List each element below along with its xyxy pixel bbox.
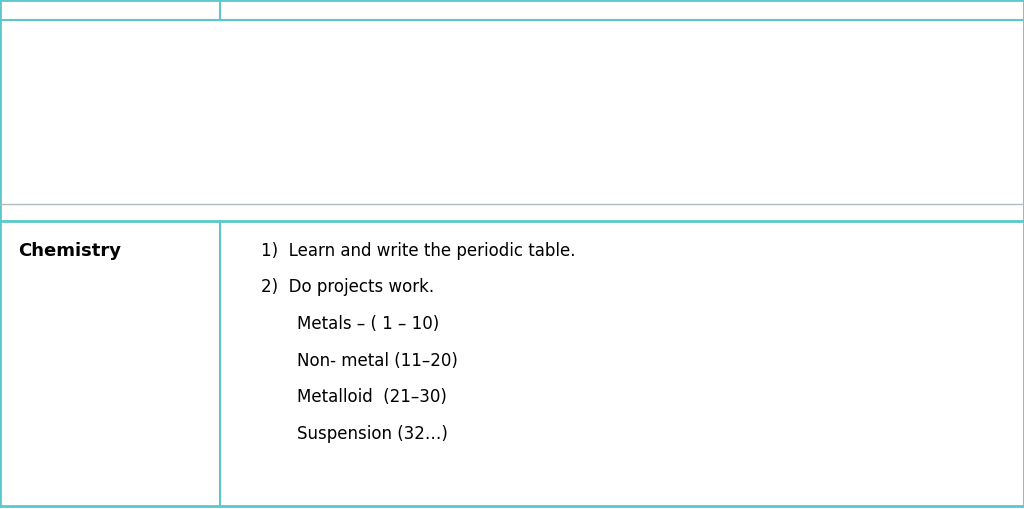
Text: Non‐ metal (11–20): Non‐ metal (11–20) (297, 352, 458, 370)
Text: Metalloid  (21–30): Metalloid (21–30) (297, 388, 446, 406)
Text: Metals – ( 1 – 10): Metals – ( 1 – 10) (297, 315, 439, 333)
Text: 1)  Learn and write the periodic table.: 1) Learn and write the periodic table. (261, 242, 575, 260)
Text: Chemistry: Chemistry (18, 242, 122, 260)
Text: Suspension (32…): Suspension (32…) (297, 425, 447, 443)
Text: 2)  Do projects work.: 2) Do projects work. (261, 278, 434, 296)
